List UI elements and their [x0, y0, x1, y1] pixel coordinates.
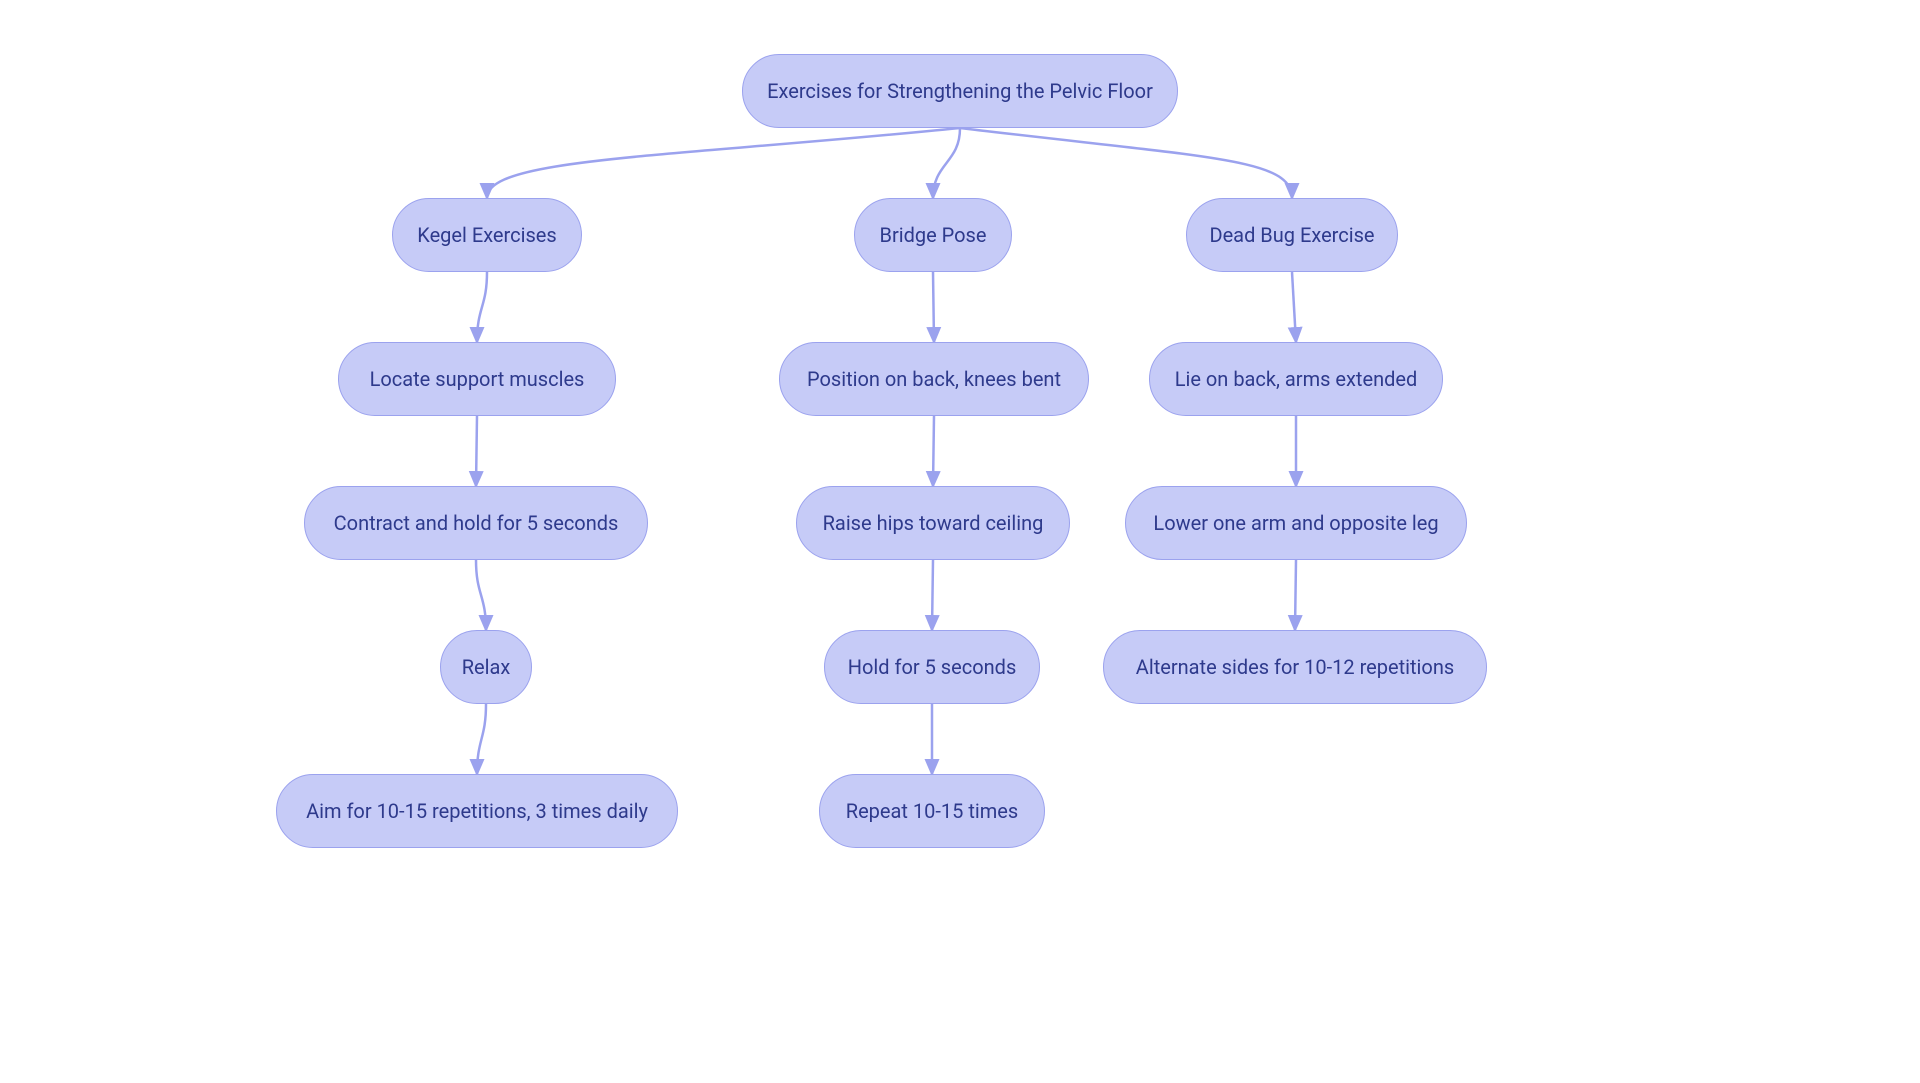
node-label: Aim for 10-15 repetitions, 3 times daily: [306, 799, 648, 823]
node-bridge: Bridge Pose: [854, 198, 1012, 272]
node-label: Raise hips toward ceiling: [823, 511, 1044, 535]
node-b4: Repeat 10-15 times: [819, 774, 1045, 848]
node-label: Repeat 10-15 times: [846, 799, 1018, 823]
node-d1: Lie on back, arms extended: [1149, 342, 1443, 416]
edge-deadbug-d1: [1292, 272, 1296, 342]
edge-root-deadbug: [960, 128, 1292, 198]
node-label: Kegel Exercises: [417, 223, 556, 247]
node-label: Locate support muscles: [370, 367, 585, 391]
node-label: Relax: [462, 655, 511, 679]
node-d3: Alternate sides for 10-12 repetitions: [1103, 630, 1487, 704]
edge-b2-b3: [932, 560, 933, 630]
node-deadbug: Dead Bug Exercise: [1186, 198, 1398, 272]
node-k2: Contract and hold for 5 seconds: [304, 486, 648, 560]
node-label: Contract and hold for 5 seconds: [334, 511, 619, 535]
edge-d2-d3: [1295, 560, 1296, 630]
node-b1: Position on back, knees bent: [779, 342, 1089, 416]
node-label: Hold for 5 seconds: [848, 655, 1017, 679]
edge-k3-k4: [477, 704, 486, 774]
edge-root-kegel: [487, 128, 960, 198]
edge-k1-k2: [476, 416, 477, 486]
edge-root-bridge: [933, 128, 960, 198]
node-label: Exercises for Strengthening the Pelvic F…: [767, 79, 1153, 103]
node-kegel: Kegel Exercises: [392, 198, 582, 272]
node-d2: Lower one arm and opposite leg: [1125, 486, 1467, 560]
node-label: Position on back, knees bent: [807, 367, 1061, 391]
node-root: Exercises for Strengthening the Pelvic F…: [742, 54, 1178, 128]
node-k1: Locate support muscles: [338, 342, 616, 416]
node-label: Lie on back, arms extended: [1175, 367, 1418, 391]
edge-bridge-b1: [933, 272, 934, 342]
edge-k2-k3: [476, 560, 486, 630]
node-label: Dead Bug Exercise: [1209, 223, 1374, 247]
edge-b1-b2: [933, 416, 934, 486]
node-label: Bridge Pose: [879, 223, 986, 247]
node-k3: Relax: [440, 630, 532, 704]
node-k4: Aim for 10-15 repetitions, 3 times daily: [276, 774, 678, 848]
node-label: Alternate sides for 10-12 repetitions: [1136, 655, 1454, 679]
node-b2: Raise hips toward ceiling: [796, 486, 1070, 560]
node-label: Lower one arm and opposite leg: [1153, 511, 1438, 535]
edge-kegel-k1: [477, 272, 487, 342]
node-b3: Hold for 5 seconds: [824, 630, 1040, 704]
